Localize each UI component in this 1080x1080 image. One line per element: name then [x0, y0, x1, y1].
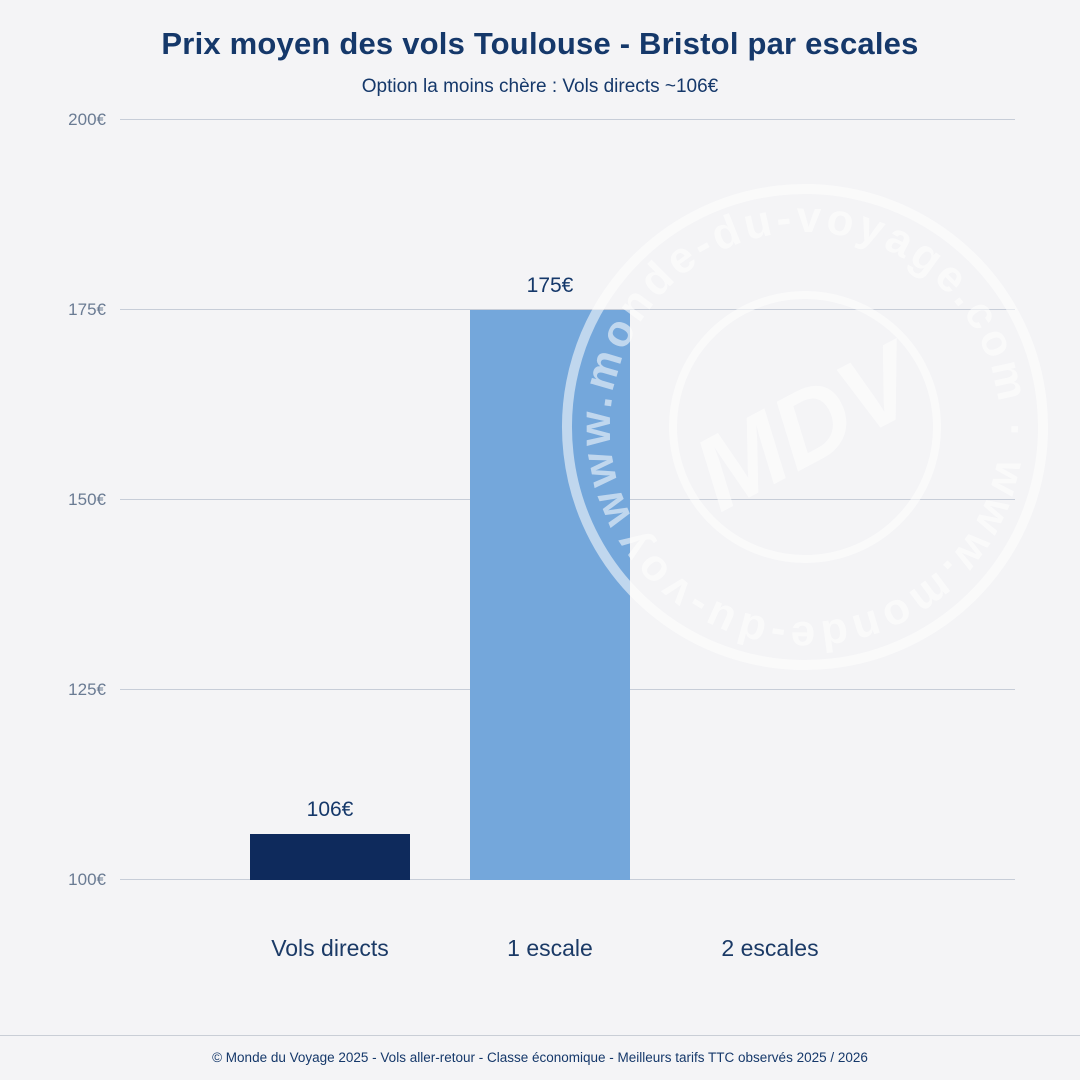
y-axis-tick-label: 100€	[68, 870, 106, 889]
footer-divider	[0, 1035, 1080, 1036]
y-axis-tick-label: 125€	[68, 680, 106, 699]
x-axis-category-label: 1 escale	[507, 935, 593, 961]
chart-subtitle: Option la moins chère : Vols directs ~10…	[361, 76, 719, 97]
x-axis-category-label: 2 escales	[721, 935, 819, 961]
x-axis-category-label: Vols directs	[271, 935, 389, 961]
bar-value-label: 175€	[526, 274, 574, 297]
y-axis-tick-label: 150€	[68, 490, 106, 509]
bar-value-label: 106€	[306, 798, 354, 822]
gridline-200	[120, 119, 1015, 120]
bar-1	[250, 834, 410, 880]
bar-2	[470, 310, 630, 880]
chart-title: Prix moyen des vols Toulouse - Bristol p…	[161, 26, 919, 61]
plot-area: 100€ 125€ 150€ 175€ 200€ 106€ Vols directs 175€…	[68, 110, 1015, 961]
footer-text: © Monde du Voyage 2025 - Vols aller-reto…	[212, 1050, 868, 1065]
y-axis-tick-label: 175€	[68, 300, 106, 319]
y-axis-tick-label: 200€	[68, 110, 106, 129]
